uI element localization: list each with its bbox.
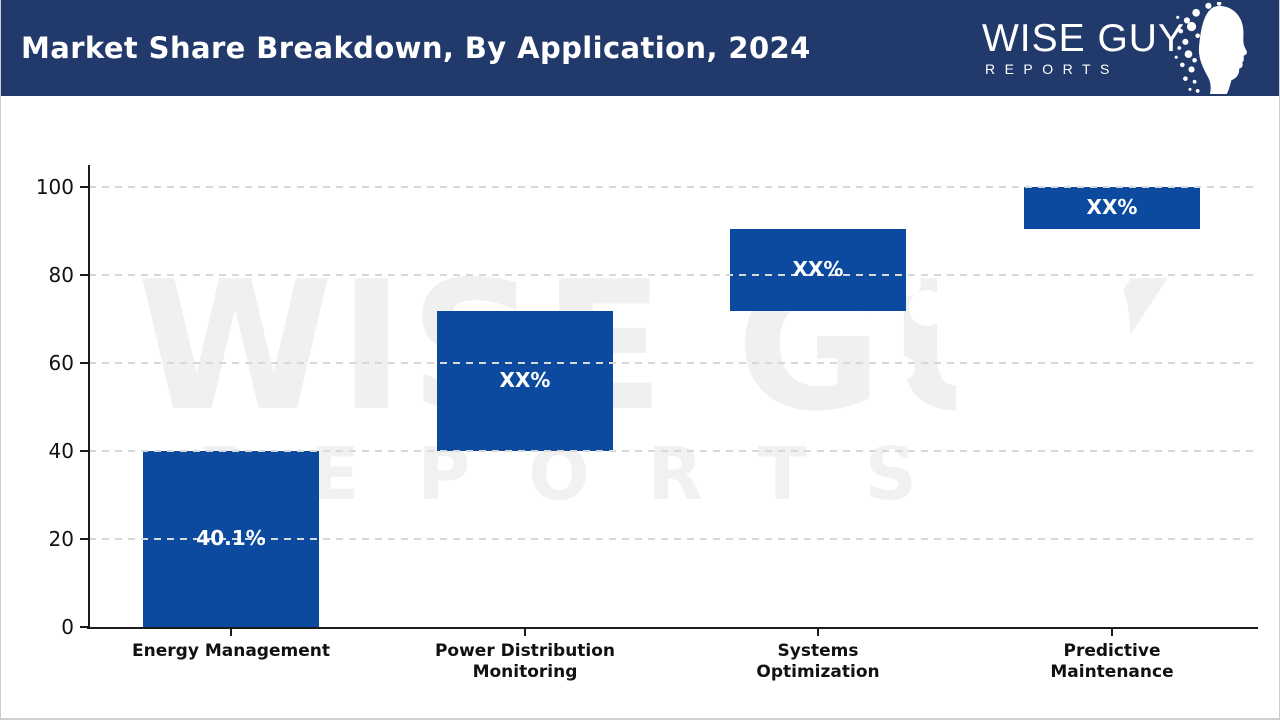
x-tick-label-1: Energy Management [132, 641, 330, 661]
y-axis-tick-20 [80, 538, 88, 540]
y-tick-label-100: 100 [35, 175, 74, 199]
bar-segment-3 [730, 228, 906, 312]
y-tick-label-60: 60 [48, 351, 74, 375]
page-title: Market Share Breakdown, By Application, … [21, 31, 811, 65]
y-axis-tick-40 [80, 450, 88, 452]
gridline-y80 [89, 274, 1258, 276]
y-tick-label-40: 40 [48, 439, 74, 463]
header-bar: Market Share Breakdown, By Application, … [1, 0, 1279, 96]
x-axis-tick-2 [524, 629, 526, 636]
dotted-head-profile-icon [1174, 2, 1247, 94]
y-tick-label-20: 20 [48, 527, 74, 551]
logo-subtext: REPORTS [984, 61, 1119, 77]
x-axis-tick-4 [1111, 629, 1113, 636]
gridline-y60 [89, 362, 1258, 364]
bar-segment-2 [437, 311, 613, 451]
bar-value-label-4: XX% [1086, 194, 1138, 219]
gridline-y100 [89, 186, 1258, 188]
bar-segment-4 [1024, 187, 1200, 229]
x-axis-tick-3 [817, 629, 819, 636]
x-axis-line [87, 627, 1258, 629]
bar-value-label-3: XX% [792, 256, 844, 281]
x-tick-label-3: Systems Optimization [756, 641, 880, 682]
x-axis-tick-1 [230, 629, 232, 636]
wiseguy-logo: WISE GUY REPORTS [982, 2, 1257, 94]
gridline-y40 [89, 450, 1258, 452]
gridline-y20 [89, 538, 1258, 540]
y-tick-label-0: 0 [61, 615, 74, 639]
y-axis-tick-0 [80, 626, 88, 628]
x-tick-label-2: Power Distribution Monitoring [434, 641, 616, 682]
y-axis-tick-100 [80, 186, 88, 188]
y-tick-label-80: 80 [48, 263, 74, 287]
y-axis-tick-80 [80, 274, 88, 276]
watermark-dotted-head-profile-icon [861, 209, 1144, 572]
y-axis-line [88, 165, 90, 629]
bar-value-label-1: 40.1% [196, 525, 266, 550]
bar-value-label-2: XX% [499, 367, 551, 392]
logo-wordmark: WISE GUY [981, 17, 1185, 60]
y-axis-tick-60 [80, 362, 88, 364]
wiseguy-logo-text: WISE GUY REPORTS [982, 19, 1185, 77]
x-tick-label-4: Predictive Maintenance [1050, 641, 1174, 682]
